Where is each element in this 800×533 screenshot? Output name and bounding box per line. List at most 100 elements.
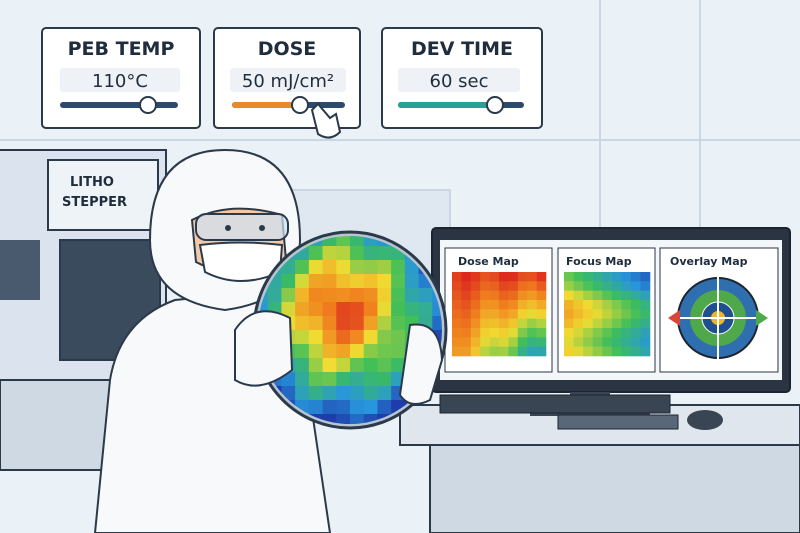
heat-cell <box>527 272 537 282</box>
heat-cell <box>461 309 472 319</box>
heat-cell <box>592 281 603 291</box>
heat-cell <box>611 309 622 319</box>
heat-cell <box>480 328 490 338</box>
heat-cell <box>350 288 365 303</box>
heat-cell <box>583 328 593 338</box>
heat-cell <box>583 290 593 301</box>
heat-cell <box>336 400 351 415</box>
heat-cell <box>621 337 632 347</box>
heat-cell <box>592 300 603 310</box>
heat-cell <box>391 358 406 373</box>
heat-cell <box>308 386 323 401</box>
slider-knob[interactable] <box>291 96 309 114</box>
heat-cell <box>363 414 378 424</box>
heat-cell <box>452 281 462 291</box>
heat-cell <box>404 288 419 303</box>
machine-label: STEPPER <box>62 195 127 210</box>
heat-cell <box>391 302 406 317</box>
heat-cell <box>564 337 574 347</box>
heat-cell <box>602 309 613 319</box>
heat-cell <box>308 302 323 317</box>
heat-cell <box>508 272 519 282</box>
heat-cell <box>350 260 365 275</box>
heat-cell <box>480 272 490 282</box>
heat-cell <box>295 302 310 317</box>
heat-cell <box>621 328 632 338</box>
heat-cell <box>308 400 323 415</box>
heat-cell <box>602 272 613 282</box>
heat-cell <box>322 330 337 345</box>
heat-cell <box>592 290 603 301</box>
heat-cell <box>295 260 310 275</box>
heat-cell <box>508 309 519 319</box>
heat-cell <box>452 300 462 310</box>
heat-cell <box>489 272 500 282</box>
heat-cell <box>573 328 584 338</box>
heat-cell <box>295 372 310 387</box>
heat-cell <box>461 318 472 329</box>
heat-cell <box>583 272 593 282</box>
heat-cell <box>295 330 310 345</box>
heat-cell <box>621 346 632 357</box>
heat-cell <box>452 290 462 301</box>
heat-cell <box>452 328 462 338</box>
heat-cell <box>630 318 641 329</box>
heat-cell <box>480 290 490 301</box>
heat-cell <box>640 337 651 347</box>
heat-cell <box>258 302 269 317</box>
heat-cell <box>461 300 472 310</box>
heat-cell <box>452 337 462 347</box>
heat-cell <box>322 386 337 401</box>
heat-cell <box>480 300 490 310</box>
heat-cell <box>480 346 490 357</box>
heat-cell <box>527 290 537 301</box>
heat-cell <box>573 290 584 301</box>
heat-cell <box>536 346 547 357</box>
heat-cell <box>322 414 337 424</box>
heat-cell <box>480 281 490 291</box>
heat-cell <box>564 300 574 310</box>
gloves <box>234 310 444 405</box>
heat-cell <box>489 290 500 301</box>
desk-cabinet <box>429 444 800 533</box>
heat-cell <box>602 300 613 310</box>
heat-cell <box>489 337 500 347</box>
heat-cell <box>527 281 537 291</box>
control-value: 60 sec <box>430 71 489 92</box>
heat-cell <box>640 272 651 282</box>
heat-cell <box>480 309 490 319</box>
heat-cell <box>363 386 378 401</box>
heat-cell <box>363 400 378 415</box>
heat-cell <box>508 337 519 347</box>
heat-cell <box>295 288 310 303</box>
heat-cell <box>281 302 296 317</box>
control-card: DEV TIME 60 sec <box>381 27 543 129</box>
heat-cell <box>336 260 351 275</box>
slider-knob[interactable] <box>486 96 504 114</box>
heat-cell <box>611 346 622 357</box>
heat-cell <box>336 236 351 247</box>
heat-cell <box>499 272 509 282</box>
heat-cell <box>377 246 392 261</box>
heat-cell <box>377 316 392 331</box>
heat-cell <box>470 328 481 338</box>
heat-cell <box>517 300 528 310</box>
heat-cell <box>536 300 547 310</box>
heat-cell <box>308 316 323 331</box>
heat-cell <box>308 344 323 359</box>
heat-cell <box>281 274 296 289</box>
panel-title: Overlay Map <box>670 255 748 268</box>
heat-cell <box>308 274 323 289</box>
heat-cell <box>452 272 462 282</box>
heat-cell <box>564 309 574 319</box>
heat-cell <box>489 300 500 310</box>
heat-cell <box>470 309 481 319</box>
heat-cell <box>470 290 481 301</box>
heat-cell <box>470 272 481 282</box>
heat-cell <box>470 281 481 291</box>
slider-knob[interactable] <box>139 96 157 114</box>
heat-cell <box>592 328 603 338</box>
heat-cell <box>489 309 500 319</box>
heat-cell <box>480 318 490 329</box>
